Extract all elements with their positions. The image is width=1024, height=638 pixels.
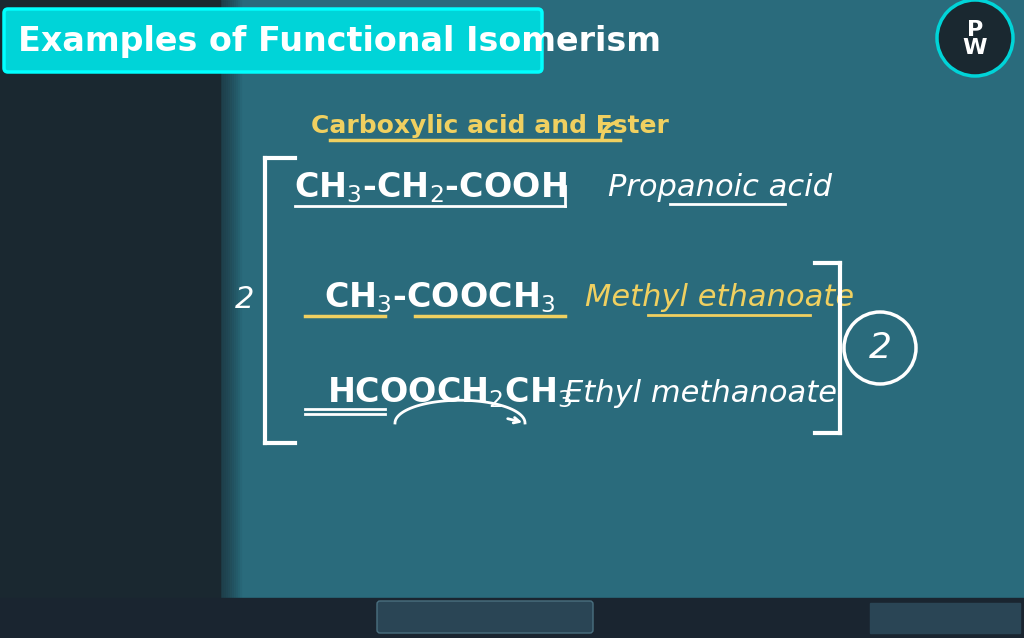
Text: Methyl ethanoate: Methyl ethanoate [586, 283, 855, 313]
Text: W: W [963, 38, 987, 58]
Text: 2: 2 [236, 285, 255, 315]
Bar [230, 0, 233, 638]
Bar [236, 0, 239, 638]
Bar [220, 0, 223, 638]
Bar [216, 0, 219, 638]
Text: Examples of Functional Isomerism: Examples of Functional Isomerism [18, 24, 662, 57]
Bar [232, 0, 234, 638]
Bar [212, 0, 215, 638]
Bar [218, 0, 221, 638]
Bar [200, 0, 203, 638]
Bar [210, 0, 213, 638]
Text: 2: 2 [868, 331, 892, 365]
Bar [0, 0, 220, 638]
Bar [202, 0, 205, 638]
Text: Carboxylic acid and Ester: Carboxylic acid and Ester [311, 114, 669, 138]
Text: CH$_3$-CH$_2$-COOH: CH$_3$-CH$_2$-COOH [294, 170, 566, 205]
Text: Ethyl methanoate: Ethyl methanoate [563, 378, 837, 408]
Bar [208, 0, 211, 638]
Bar [0, 598, 1024, 638]
Bar [226, 0, 229, 638]
Bar [206, 0, 209, 638]
Text: P: P [967, 20, 983, 40]
Text: HCOOCH$_2$CH$_3$: HCOOCH$_2$CH$_3$ [328, 376, 572, 410]
Bar [214, 0, 217, 638]
Bar [234, 0, 237, 638]
Bar [222, 0, 225, 638]
Bar [870, 603, 1020, 633]
Bar [238, 0, 241, 638]
FancyBboxPatch shape [4, 9, 542, 72]
Bar [204, 0, 207, 638]
Bar [224, 0, 227, 638]
Text: Propanoic acid: Propanoic acid [608, 174, 831, 202]
FancyBboxPatch shape [377, 601, 593, 633]
Text: CH$_3$-COOCH$_3$: CH$_3$-COOCH$_3$ [325, 281, 556, 315]
Bar [228, 0, 231, 638]
Circle shape [937, 0, 1013, 76]
